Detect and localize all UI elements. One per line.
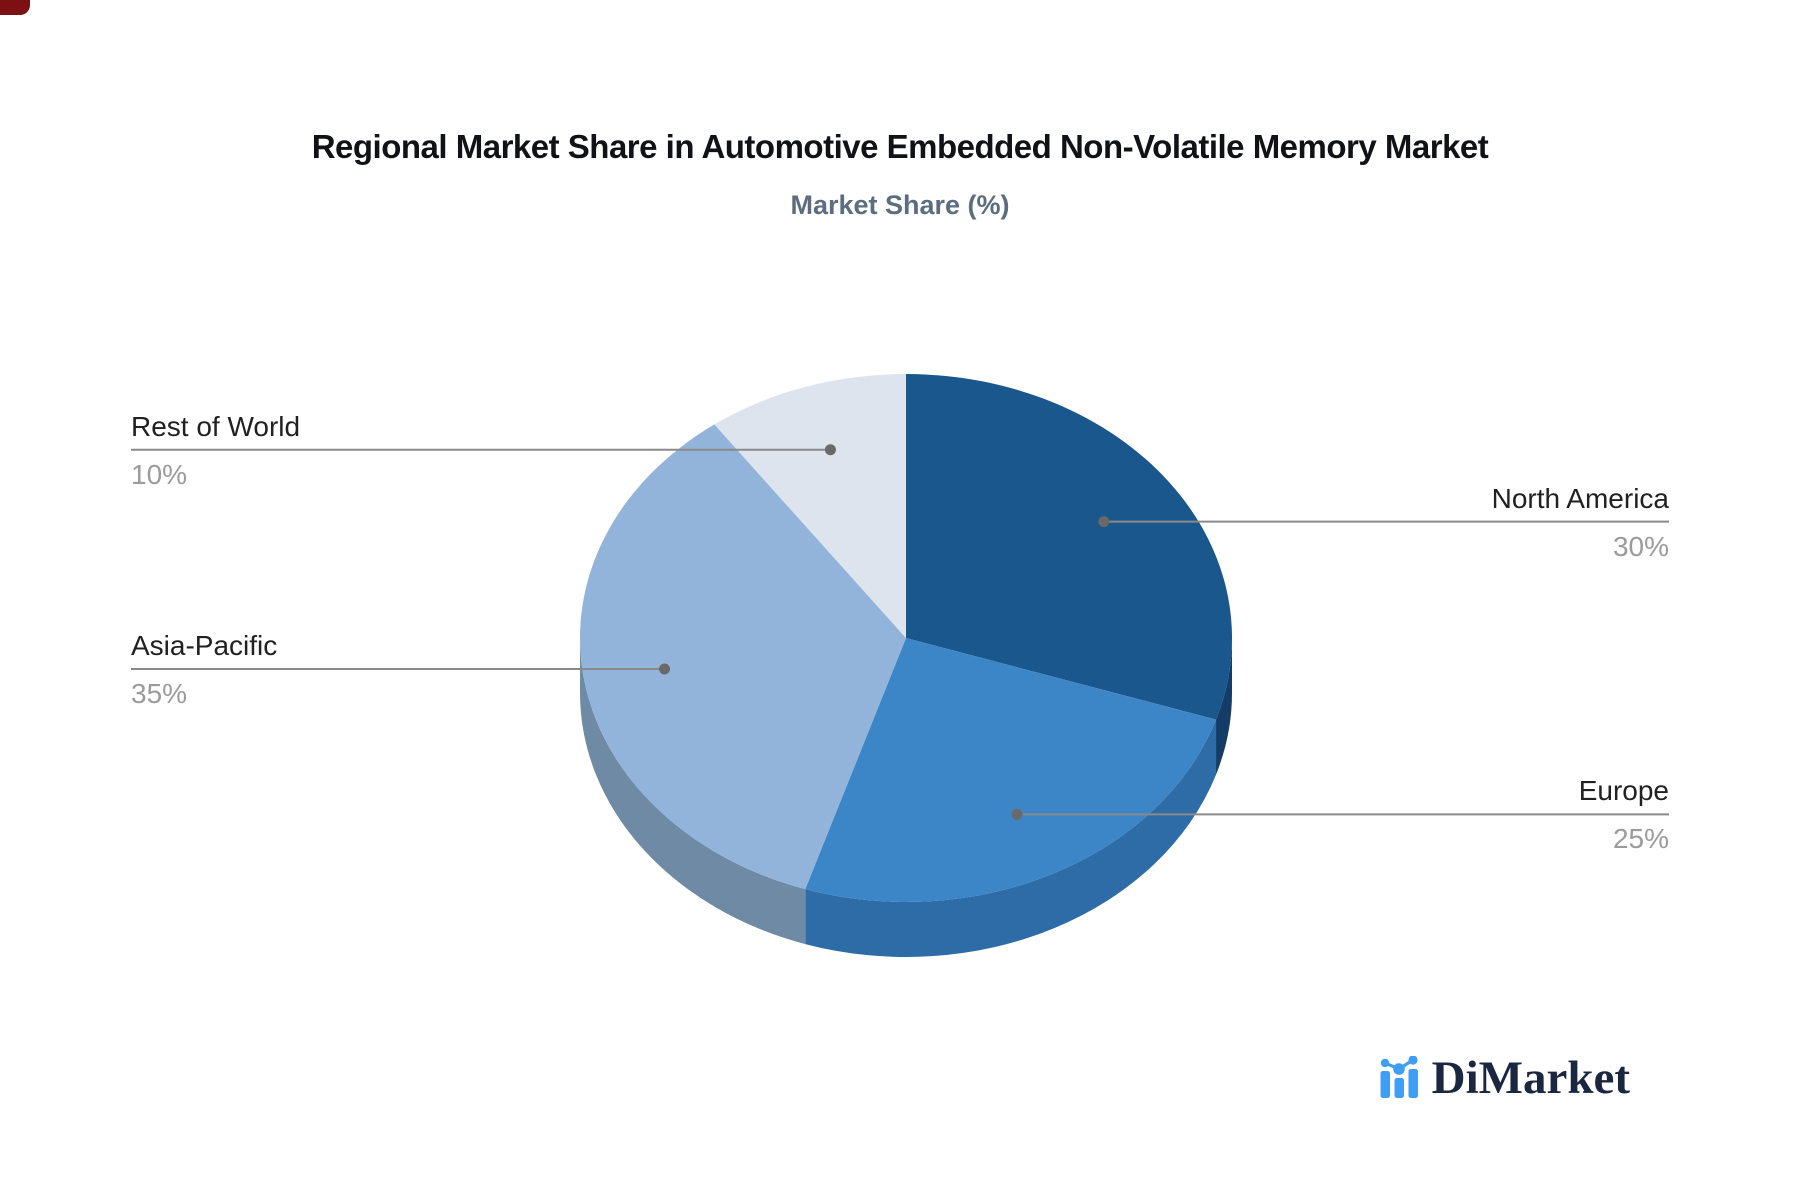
pie-slice-asia-pacific (580, 424, 906, 890)
dimarket-logo: DiMarket (1379, 1052, 1630, 1105)
slice-label: Europe (1578, 775, 1669, 807)
pie-slice-rest-of-world (714, 374, 906, 638)
slice-label: Rest of World (131, 410, 301, 442)
slice-label: North America (1491, 482, 1669, 514)
leader-dot-rest-of-world (824, 444, 836, 456)
slice-value-label: 10% (131, 458, 188, 490)
logo-text: DiMarket (1431, 1052, 1630, 1105)
leader-dot-asia-pacific (659, 663, 671, 675)
bar-line-chart-icon (1380, 1056, 1418, 1098)
chart-subtitle: Market Share (%) (790, 190, 1010, 220)
pie-side-north-america (1216, 638, 1232, 775)
leader-dot-north-america (1098, 516, 1110, 528)
slice-value-label: 25% (1612, 823, 1669, 855)
slice-value-label: 30% (1612, 530, 1669, 562)
pie-slice-north-america (906, 374, 1232, 720)
pie-slice-europe (805, 638, 1217, 902)
chart-title: Regional Market Share in Automotive Embe… (311, 128, 1489, 165)
slice-label: Asia-Pacific (131, 629, 278, 661)
slice-value-label: 35% (131, 677, 188, 709)
pie-side-asia-pacific (580, 638, 806, 945)
pie-side-europe (805, 719, 1217, 957)
leader-dot-europe (1011, 808, 1023, 820)
screen-corner-artifact (0, 0, 30, 15)
